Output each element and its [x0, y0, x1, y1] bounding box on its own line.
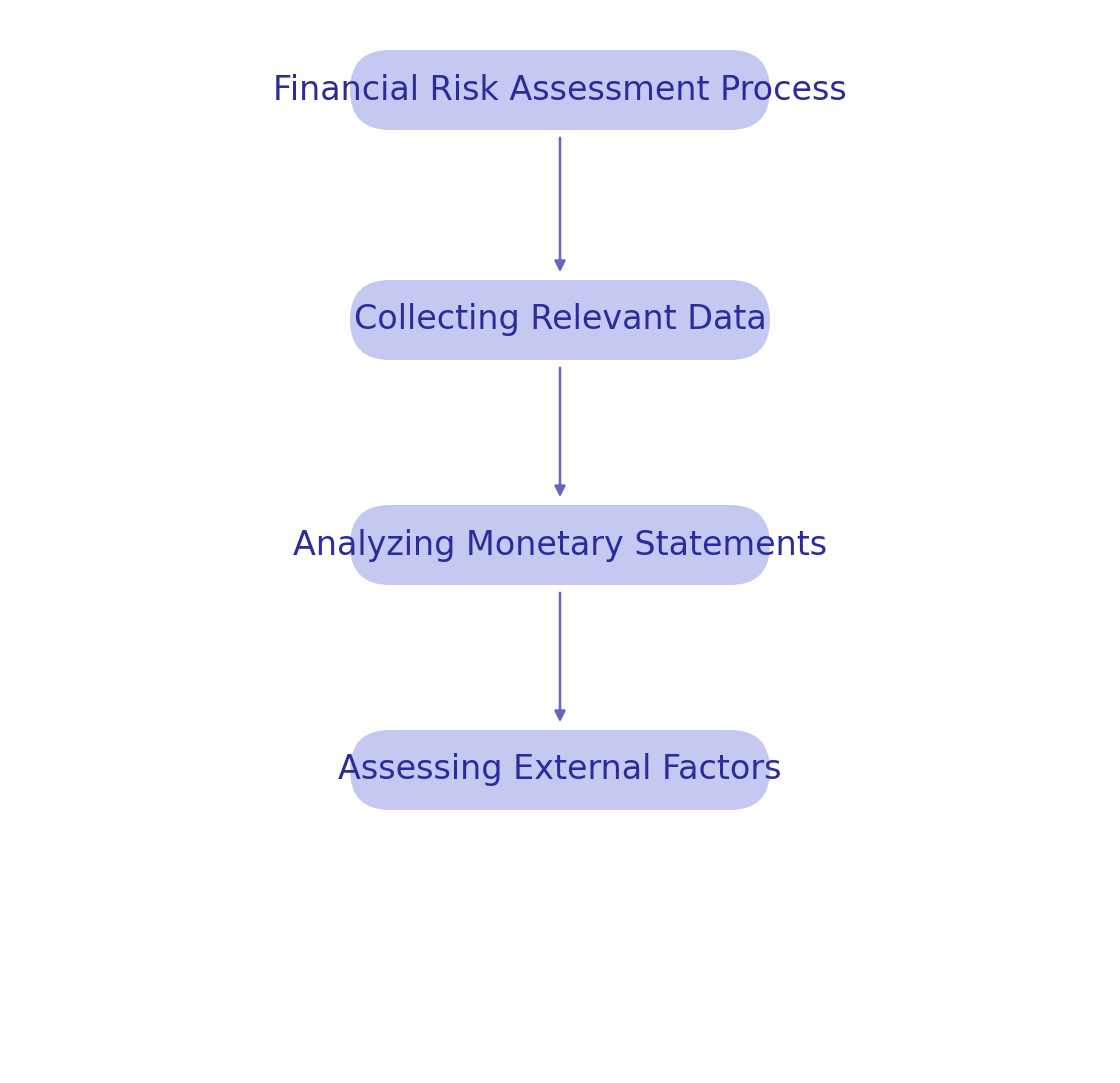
Text: Analyzing Monetary Statements: Analyzing Monetary Statements [293, 529, 827, 561]
Text: Financial Risk Assessment Process: Financial Risk Assessment Process [273, 74, 847, 106]
FancyBboxPatch shape [349, 280, 771, 360]
FancyBboxPatch shape [349, 50, 771, 130]
Text: Assessing External Factors: Assessing External Factors [338, 754, 782, 786]
FancyBboxPatch shape [349, 730, 771, 810]
Text: Collecting Relevant Data: Collecting Relevant Data [354, 303, 766, 337]
FancyBboxPatch shape [349, 505, 771, 585]
